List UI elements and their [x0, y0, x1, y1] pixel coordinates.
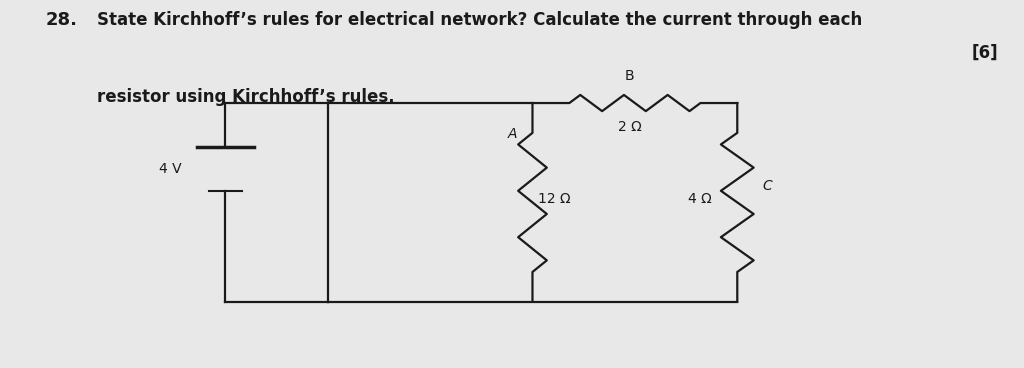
Text: resistor using Kirchhoff’s rules.: resistor using Kirchhoff’s rules. — [97, 88, 395, 106]
Text: 2 Ω: 2 Ω — [617, 120, 642, 134]
Text: 12 Ω: 12 Ω — [538, 192, 570, 206]
Text: A: A — [508, 127, 517, 141]
Text: C: C — [763, 179, 773, 193]
Text: State Kirchhoff’s rules for electrical network? Calculate the current through ea: State Kirchhoff’s rules for electrical n… — [97, 11, 862, 29]
Text: 4 Ω: 4 Ω — [688, 192, 712, 206]
Text: 4 V: 4 V — [159, 162, 181, 176]
Text: 28.: 28. — [46, 11, 78, 29]
Text: [6]: [6] — [972, 44, 998, 62]
Text: B: B — [625, 69, 635, 83]
